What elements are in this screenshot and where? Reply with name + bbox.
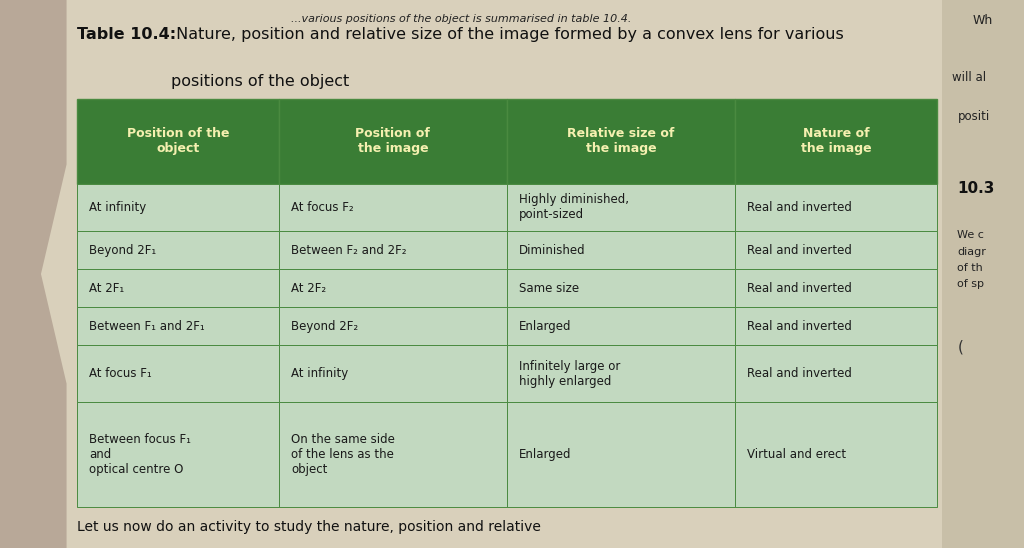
Text: Nature of
the image: Nature of the image (801, 127, 871, 155)
Text: Same size: Same size (519, 282, 580, 295)
Text: At infinity: At infinity (89, 201, 146, 214)
Text: Real and inverted: Real and inverted (748, 201, 852, 214)
FancyBboxPatch shape (735, 269, 937, 307)
FancyBboxPatch shape (507, 184, 735, 231)
FancyBboxPatch shape (735, 402, 937, 507)
FancyBboxPatch shape (77, 269, 279, 307)
Text: 10.3: 10.3 (957, 181, 994, 196)
FancyBboxPatch shape (0, 0, 942, 548)
FancyBboxPatch shape (735, 99, 937, 184)
Text: ...various positions of the object is summarised in table 10.4.: ...various positions of the object is su… (291, 14, 631, 24)
Text: (: ( (957, 340, 964, 355)
Text: Real and inverted: Real and inverted (748, 367, 852, 380)
Text: Real and inverted: Real and inverted (748, 244, 852, 256)
FancyBboxPatch shape (77, 345, 279, 402)
Text: Wh: Wh (973, 14, 993, 27)
FancyBboxPatch shape (279, 231, 507, 269)
FancyBboxPatch shape (279, 307, 507, 345)
Text: At focus F₂: At focus F₂ (291, 201, 354, 214)
Text: Highly diminished,
point-sized: Highly diminished, point-sized (519, 193, 629, 221)
Text: At 2F₁: At 2F₁ (89, 282, 124, 295)
Text: positions of the object: positions of the object (171, 74, 349, 89)
Text: Real and inverted: Real and inverted (748, 282, 852, 295)
FancyBboxPatch shape (507, 231, 735, 269)
Text: We c
diagr
of th
of sp: We c diagr of th of sp (957, 230, 986, 289)
Text: On the same side
of the lens as the
object: On the same side of the lens as the obje… (291, 433, 395, 476)
FancyBboxPatch shape (507, 99, 735, 184)
Text: Table 10.4:: Table 10.4: (77, 27, 176, 42)
FancyBboxPatch shape (507, 307, 735, 345)
Text: At 2F₂: At 2F₂ (291, 282, 327, 295)
FancyBboxPatch shape (77, 402, 279, 507)
Text: Let us now do an activity to study the nature, position and relative: Let us now do an activity to study the n… (77, 520, 541, 534)
Text: Position of
the image: Position of the image (355, 127, 430, 155)
FancyBboxPatch shape (279, 402, 507, 507)
FancyBboxPatch shape (279, 345, 507, 402)
Polygon shape (0, 0, 67, 548)
FancyBboxPatch shape (77, 99, 279, 184)
FancyBboxPatch shape (735, 307, 937, 345)
Text: Virtual and erect: Virtual and erect (748, 448, 846, 461)
FancyBboxPatch shape (77, 231, 279, 269)
Text: Real and inverted: Real and inverted (748, 319, 852, 333)
FancyBboxPatch shape (735, 231, 937, 269)
FancyBboxPatch shape (507, 269, 735, 307)
Text: positi: positi (957, 110, 989, 123)
Text: Infinitely large or
highly enlarged: Infinitely large or highly enlarged (519, 360, 621, 388)
Text: Beyond 2F₁: Beyond 2F₁ (89, 244, 157, 256)
FancyBboxPatch shape (279, 269, 507, 307)
Text: Between F₂ and 2F₂: Between F₂ and 2F₂ (291, 244, 407, 256)
Text: Nature, position and relative size of the image formed by a convex lens for vari: Nature, position and relative size of th… (171, 27, 844, 42)
Text: Between focus F₁
and
optical centre O: Between focus F₁ and optical centre O (89, 433, 191, 476)
FancyBboxPatch shape (77, 184, 279, 231)
FancyBboxPatch shape (735, 184, 937, 231)
FancyBboxPatch shape (507, 345, 735, 402)
Text: Position of the
object: Position of the object (127, 127, 229, 155)
Text: Diminished: Diminished (519, 244, 586, 256)
Text: At infinity: At infinity (291, 367, 348, 380)
Text: Relative size of
the image: Relative size of the image (567, 127, 675, 155)
FancyBboxPatch shape (77, 307, 279, 345)
FancyBboxPatch shape (735, 345, 937, 402)
FancyBboxPatch shape (507, 402, 735, 507)
Text: Between F₁ and 2F₁: Between F₁ and 2F₁ (89, 319, 205, 333)
FancyBboxPatch shape (279, 99, 507, 184)
Text: Beyond 2F₂: Beyond 2F₂ (291, 319, 358, 333)
Text: will al: will al (952, 71, 986, 84)
Text: At focus F₁: At focus F₁ (89, 367, 152, 380)
Text: Enlarged: Enlarged (519, 319, 571, 333)
Text: Enlarged: Enlarged (519, 448, 571, 461)
FancyBboxPatch shape (279, 184, 507, 231)
